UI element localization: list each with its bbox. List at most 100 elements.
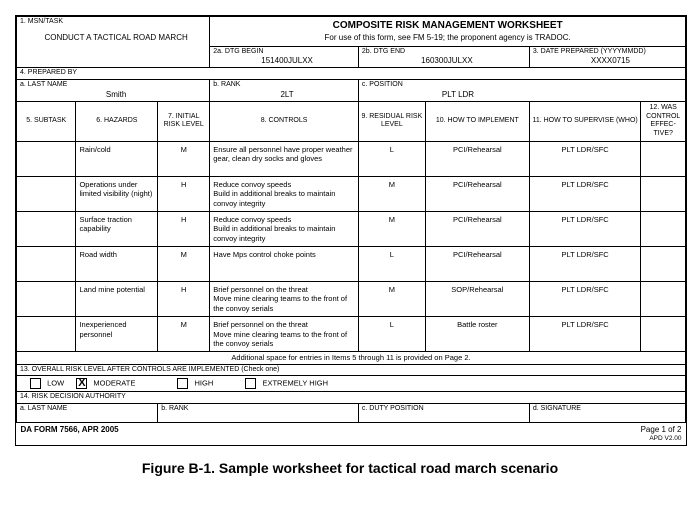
cell-eff [641,141,686,176]
cell-subtask [17,141,76,176]
rank-value: 2LT [213,90,355,100]
cell-resid: M [358,282,425,317]
col-effective: 12. WAS CONTROL EFFEC-TIVE? [641,101,686,141]
cell-eff [641,247,686,282]
date-value: XXXX0715 [533,56,682,66]
cell-init: M [158,247,210,282]
mod-label: MODERATE [93,379,135,388]
col-controls: 8. CONTROLS [210,101,359,141]
cell-controls: Reduce convoy speedsBuild in additional … [210,176,359,211]
cell-subtask [17,176,76,211]
cell-controls: Brief personnel on the threatMove mine c… [210,317,359,352]
dtg-end-label: 2b. DTG END [362,48,526,57]
cell-hazard: Rain/cold [76,141,158,176]
cell-controls: Reduce convoy speedsBuild in additional … [210,211,359,246]
cell-controls: Ensure all personnel have proper weather… [210,141,359,176]
checkbox-high[interactable] [177,378,188,389]
cell-init: H [158,282,210,317]
cell-impl: PCI/Rehearsal [425,247,529,282]
overall-label: 13. OVERALL RISK LEVEL AFTER CONTROLS AR… [17,364,686,376]
cell-resid: L [358,141,425,176]
low-label: LOW [47,379,64,388]
position-value: PLT LDR [362,90,682,100]
col-subtask: 5. SUBTASK [17,101,76,141]
col-supervise: 11. HOW TO SUPERVISE (WHO) [529,101,641,141]
cell-resid: L [358,317,425,352]
cell-impl: SOP/Rehearsal [425,282,529,317]
col-initial-risk: 7. INITIAL RISK LEVEL [158,101,210,141]
form-subtitle: For use of this form, see FM 5-19; the p… [214,33,681,43]
prepared-by-label: 4. PREPARED BY [17,68,686,80]
cell-eff [641,176,686,211]
auth-last: a. LAST NAME [17,404,158,423]
msn-value: CONDUCT A TACTICAL ROAD MARCH [20,27,206,43]
cell-init: H [158,211,210,246]
form-table: 1. MSN/TASK CONDUCT A TACTICAL ROAD MARC… [16,16,686,445]
cell-subtask [17,247,76,282]
table-row: Surface traction capabilityHReduce convo… [17,211,686,246]
msn-label: 1. MSN/TASK [20,18,206,27]
dtg-begin-label: 2a. DTG BEGIN [213,48,355,57]
cell-hazard: Inexperienced personnel [76,317,158,352]
position-label: c. POSITION [362,81,682,90]
col-implement: 10. HOW TO IMPLEMENT [425,101,529,141]
rank-label: b. RANK [213,81,355,90]
table-row: Road widthMHave Mps control choke points… [17,247,686,282]
last-name-value: Smith [20,90,206,100]
cell-impl: PCI/Rehearsal [425,211,529,246]
cell-sup: PLT LDR/SFC [529,211,641,246]
cell-sup: PLT LDR/SFC [529,317,641,352]
cell-subtask [17,282,76,317]
date-label: 3. DATE PREPARED (YYYYMMDD) [533,48,682,57]
col-residual-risk: 9. RESIDUAL RISK LEVEL [358,101,425,141]
checkbox-moderate[interactable] [76,378,87,389]
cell-impl: PCI/Rehearsal [425,176,529,211]
cell-hazard: Land mine potential [76,282,158,317]
cell-eff [641,317,686,352]
form-title: COMPOSITE RISK MANAGEMENT WORKSHEET [214,20,681,33]
high-label: HIGH [195,379,214,388]
cell-hazard: Operations under limited visibility (nig… [76,176,158,211]
auth-rank: b. RANK [158,404,359,423]
table-row: Inexperienced personnelMBrief personnel … [17,317,686,352]
ext-label: EXTREMELY HIGH [262,379,328,388]
checkbox-extreme[interactable] [245,378,256,389]
cell-sup: PLT LDR/SFC [529,247,641,282]
form-number: DA FORM 7566, APR 2005 [17,423,359,446]
cell-resid: M [358,211,425,246]
cell-impl: PCI/Rehearsal [425,141,529,176]
cell-impl: Battle roster [425,317,529,352]
cell-controls: Have Mps control choke points [210,247,359,282]
col-hazards: 6. HAZARDS [76,101,158,141]
table-row: Rain/coldMEnsure all personnel have prop… [17,141,686,176]
apd-version: APD V2.00 [362,435,681,443]
cell-sup: PLT LDR/SFC [529,141,641,176]
auth-sig: d. SIGNATURE [529,404,685,423]
last-name-label: a. LAST NAME [20,81,206,90]
cell-resid: M [358,176,425,211]
cell-resid: L [358,247,425,282]
cell-init: M [158,141,210,176]
auth-duty: c. DUTY POSITION [358,404,529,423]
page-num: Page 1 of 2 [362,425,681,435]
dtg-end-value: 160300JULXX [362,56,526,66]
cell-hazard: Surface traction capability [76,211,158,246]
cell-subtask [17,317,76,352]
cell-subtask [17,211,76,246]
checkbox-low[interactable] [30,378,41,389]
cell-init: H [158,176,210,211]
authority-label: 14. RISK DECISION AUTHORITY [17,392,686,404]
table-row: Land mine potentialHBrief personnel on t… [17,282,686,317]
cell-sup: PLT LDR/SFC [529,176,641,211]
cell-eff [641,211,686,246]
worksheet-form: 1. MSN/TASK CONDUCT A TACTICAL ROAD MARC… [15,15,687,446]
dtg-begin-value: 151400JULXX [213,56,355,66]
cell-controls: Brief personnel on the threatMove mine c… [210,282,359,317]
cell-init: M [158,317,210,352]
cell-eff [641,282,686,317]
cell-hazard: Road width [76,247,158,282]
figure-caption: Figure B-1. Sample worksheet for tactica… [15,460,685,476]
overall-risk-row: LOW MODERATE HIGH EXTREMELY HIGH [17,376,686,392]
table-row: Operations under limited visibility (nig… [17,176,686,211]
page2-note: Additional space for entries in Items 5 … [17,352,686,364]
